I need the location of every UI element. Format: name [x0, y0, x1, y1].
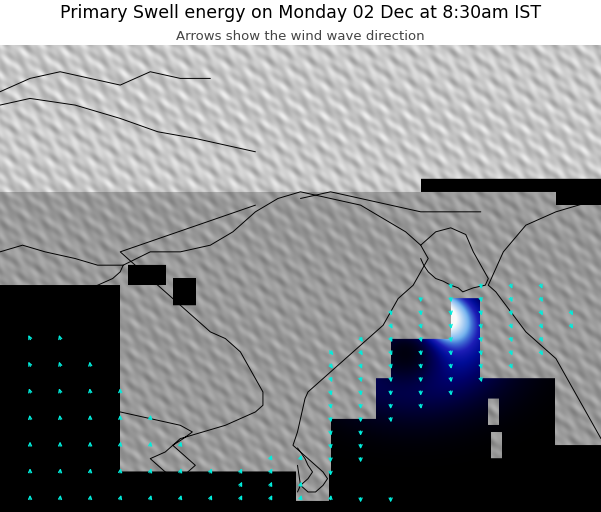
Text: Arrows show the wind wave direction: Arrows show the wind wave direction: [176, 30, 425, 42]
Text: Primary Swell energy on Monday 02 Dec at 8:30am IST: Primary Swell energy on Monday 02 Dec at…: [60, 4, 541, 22]
